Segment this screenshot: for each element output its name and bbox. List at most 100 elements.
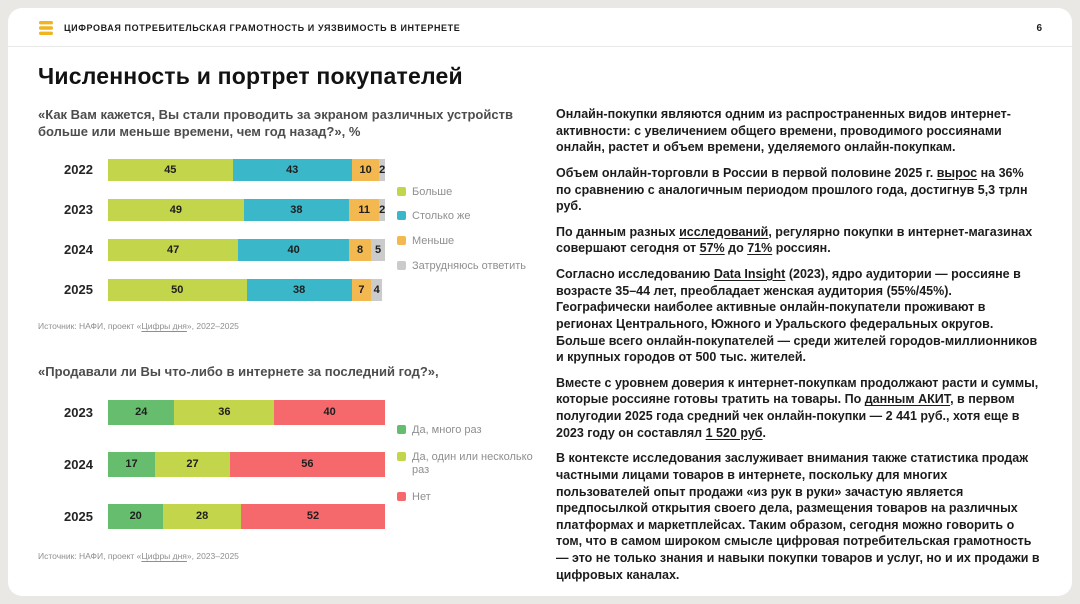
text-run: Объем онлайн-торговли в России в первой … (556, 165, 937, 180)
text-run: , в первом полугодии 2025 года средний ч… (556, 392, 1020, 440)
paragraph: Вместе с уровнем доверия к интернет-поку… (556, 375, 1042, 442)
bar-segment: 7 (351, 278, 372, 301)
bar-segment: 4 (371, 278, 383, 301)
bar-segment: 49 (108, 198, 244, 221)
chart-legend: Да, много раз Да, один или несколько раз Н… (397, 424, 538, 505)
bar-segment: 38 (243, 198, 349, 221)
legend-swatch (397, 236, 406, 246)
legend-swatch (397, 424, 406, 434)
stacked-bar: 45 43 10 2 (108, 158, 385, 181)
chart-question: «Продавали ли Вы что-либо в интернете за… (38, 363, 439, 379)
text-link[interactable]: 71% (747, 241, 773, 256)
legend-label: Да, один или несколько раз (412, 450, 533, 477)
paragraph: Согласно исследованию Data Insight (2023… (556, 266, 1042, 366)
stacked-bar: 20 28 52 (108, 503, 385, 529)
legend-item: Затрудняюсь ответить (397, 260, 538, 274)
text-run: , регулярно покупки в интернет-магазинах… (556, 224, 1033, 256)
bar-segment: 56 (229, 451, 385, 477)
legend-label: Столько же (412, 210, 471, 223)
legend-item: Да, один или несколько раз (397, 451, 538, 479)
chart-row: 2023 24 36 40 (64, 399, 385, 425)
charts-column: «Как Вам кажется, Вы стали проводить за … (38, 106, 538, 592)
legend-swatch (397, 260, 406, 270)
year-label: 2022 (64, 162, 93, 178)
text-run: Согласно исследованию (556, 267, 714, 281)
header-title: ЦИФРОВАЯ ПОТРЕБИТЕЛЬСКАЯ ГРАМОТНОСТЬ И У… (64, 23, 461, 33)
chart-bars: 2022 45 43 10 2 2023 49 38 11 2 2024 47 40 8 5 2025 50 38… (64, 158, 385, 301)
bar-segment: 11 (348, 198, 380, 221)
text-link[interactable]: исследований (679, 224, 769, 239)
stacked-bar: 47 40 8 5 (108, 238, 385, 261)
header: ЦИФРОВАЯ ПОТРЕБИТЕЛЬСКАЯ ГРАМОТНОСТЬ И У… (8, 8, 1072, 47)
text-run: Онлайн-покупки являются одним из распрос… (556, 107, 1011, 155)
paragraph: Онлайн-покупки являются одним из распрос… (556, 106, 1042, 156)
online-selling-chart: «Продавали ли Вы что-либо в интернете за… (38, 363, 538, 561)
bar-segment: 27 (155, 451, 230, 477)
stacked-bar: 50 38 7 4 (108, 278, 385, 301)
text-run: на 36% по сравнению с аналогичным период… (556, 165, 1028, 214)
bar-segment: 47 (108, 238, 239, 261)
paragraph: В контексте исследования заслуживает вни… (556, 450, 1042, 583)
chart-source: Источник: НАФИ, проект «Цифры дня», 2023… (38, 551, 538, 561)
bar-segment: 2 (379, 158, 385, 181)
text-link[interactable]: Цифры дня (141, 550, 187, 561)
chart-legend: Больше Столько же Меньше Затрудняюсь ответи… (397, 186, 538, 274)
chart-bars: 2023 24 36 40 2024 17 27 56 2025 20 28 52 (64, 399, 385, 529)
legend-item: Столько же (397, 210, 538, 224)
text-run: . (762, 425, 766, 440)
bar-segment: 36 (174, 399, 275, 425)
text-link[interactable]: 57% (699, 241, 725, 256)
bar-segment: 10 (351, 158, 380, 181)
legend-label: Меньше (412, 235, 455, 248)
text-link[interactable]: данным АКИТ (864, 392, 951, 407)
text-run: Источник: НАФИ, проект « (38, 320, 142, 331)
text-link[interactable]: Data Insight (713, 267, 786, 281)
chart-question: «Как Вам кажется, Вы стали проводить за … (38, 107, 513, 140)
bar-segment: 8 (348, 238, 372, 261)
text-run: Вместе с уровнем доверия к интернет-поку… (556, 375, 1039, 407)
bar-segment: 40 (238, 238, 349, 261)
paragraph: По данным разных исследований, регулярно… (556, 224, 1042, 257)
bar-segment: 50 (108, 278, 247, 301)
text-run: », 2023–2025 (186, 550, 239, 561)
bar-segment: 17 (108, 451, 156, 477)
bar-segment: 2 (379, 198, 385, 221)
text-link[interactable]: 1 520 руб (705, 425, 763, 440)
page-card: ЦИФРОВАЯ ПОТРЕБИТЕЛЬСКАЯ ГРАМОТНОСТЬ И У… (8, 8, 1072, 596)
chart-row: 2024 47 40 8 5 (64, 238, 385, 261)
legend-item: Да, много раз (397, 424, 538, 438)
legend-item: Меньше (397, 235, 538, 249)
text-link[interactable]: Цифры дня (141, 320, 187, 331)
legend-label: Больше (412, 185, 453, 198)
legend-label: Да, много раз (412, 423, 482, 436)
legend-swatch (397, 451, 406, 461)
text-link[interactable]: вырос (936, 165, 978, 180)
stacked-bar: 24 36 40 (108, 399, 385, 425)
year-label: 2024 (64, 242, 93, 258)
legend-swatch (397, 211, 406, 221)
legend-item: Больше (397, 186, 538, 200)
legend-swatch (397, 186, 406, 196)
bar-segment: 28 (163, 503, 241, 529)
text-run: », 2022–2025 (186, 320, 239, 331)
chart-source: Источник: НАФИ, проект «Цифры дня», 2022… (38, 321, 538, 331)
screen-time-chart: «Как Вам кажется, Вы стали проводить за … (38, 106, 538, 331)
chart-row: 2024 17 27 56 (64, 451, 385, 477)
chart-row: 2025 20 28 52 (64, 503, 385, 529)
bar-segment: 5 (371, 238, 385, 261)
chart-body: 2023 24 36 40 2024 17 27 56 2025 20 28 52 Да, много… (64, 399, 538, 529)
text-run: Источник: НАФИ, проект « (38, 550, 142, 561)
bar-segment: 43 (232, 158, 352, 181)
bar-segment: 45 (108, 158, 233, 181)
bar-segment: 40 (274, 399, 385, 425)
stacked-bar: 17 27 56 (108, 451, 385, 477)
chart-row: 2023 49 38 11 2 (64, 198, 385, 221)
text-run: до (724, 241, 748, 256)
bar-segment: 24 (108, 399, 175, 425)
page-number: 6 (1036, 22, 1042, 34)
paragraph: Объем онлайн-торговли в России в первой … (556, 165, 1042, 215)
bar-segment: 38 (246, 278, 352, 301)
page-title: Численность и портрет покупателей (38, 63, 463, 89)
year-label: 2025 (64, 282, 93, 298)
content: «Как Вам кажется, Вы стали проводить за … (8, 90, 1072, 592)
